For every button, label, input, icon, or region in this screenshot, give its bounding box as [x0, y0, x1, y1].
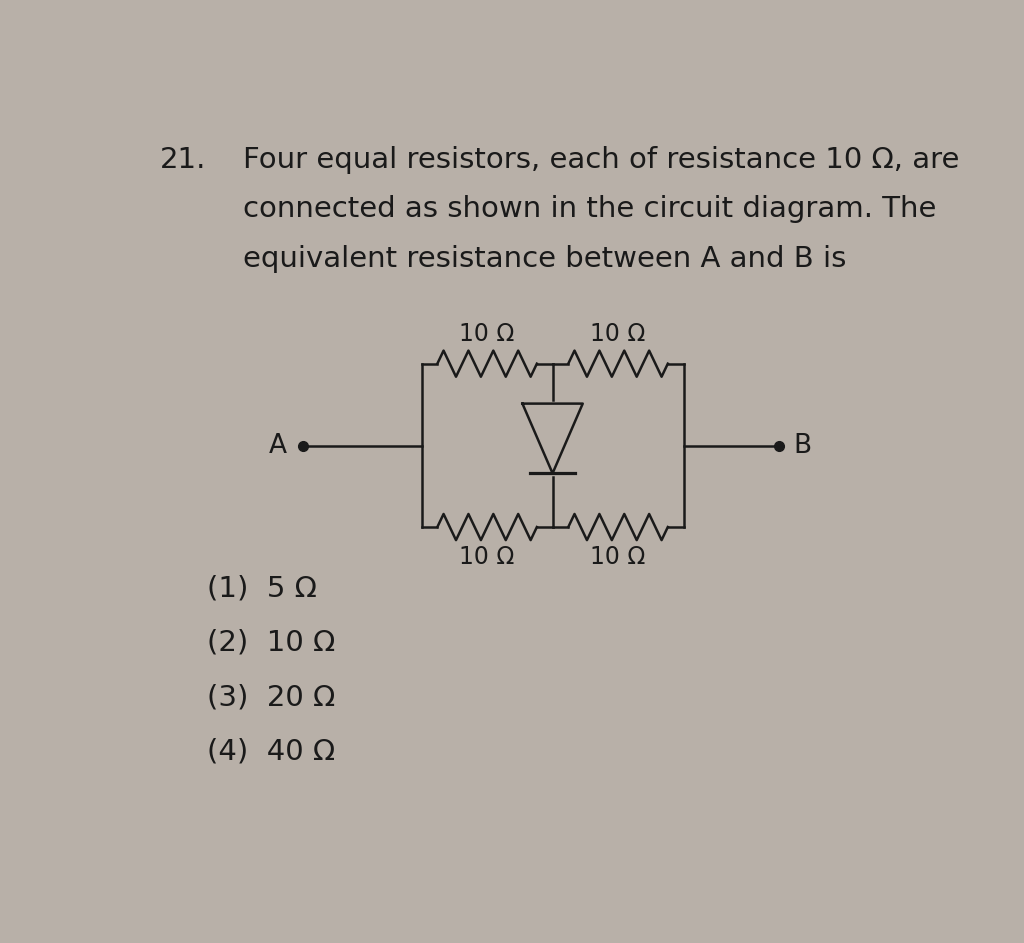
Text: 10 Ω: 10 Ω: [460, 545, 515, 570]
Text: (3)  20 Ω: (3) 20 Ω: [207, 683, 336, 711]
Text: (4)  40 Ω: (4) 40 Ω: [207, 737, 336, 766]
Text: 10 Ω: 10 Ω: [591, 545, 646, 570]
Text: connected as shown in the circuit diagram. The: connected as shown in the circuit diagra…: [243, 195, 936, 223]
Text: Four equal resistors, each of resistance 10 Ω, are: Four equal resistors, each of resistance…: [243, 146, 959, 174]
Text: equivalent resistance between A and B is: equivalent resistance between A and B is: [243, 244, 847, 273]
Text: B: B: [793, 433, 811, 458]
Text: 21.: 21.: [160, 146, 206, 174]
Text: (1)  5 Ω: (1) 5 Ω: [207, 574, 317, 603]
Text: A: A: [268, 433, 287, 458]
Text: 10 Ω: 10 Ω: [591, 322, 646, 345]
Text: (2)  10 Ω: (2) 10 Ω: [207, 629, 336, 656]
Text: 10 Ω: 10 Ω: [460, 322, 515, 345]
